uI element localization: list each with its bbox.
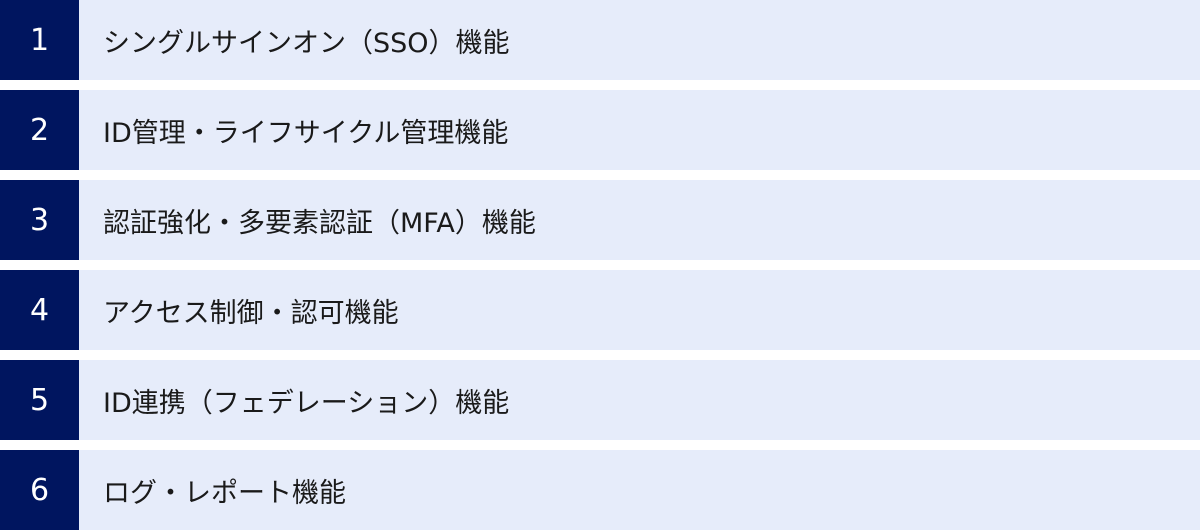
item-label: ID連携（フェデレーション）機能 — [103, 387, 510, 419]
list-item: 3 認証強化・多要素認証（MFA）機能 — [0, 180, 1200, 260]
item-number: 6 — [0, 450, 79, 530]
list-item: 4 アクセス制御・認可機能 — [0, 270, 1200, 350]
item-number: 5 — [0, 360, 79, 440]
item-label: ID管理・ライフサイクル管理機能 — [103, 117, 509, 149]
list-item: 6 ログ・レポート機能 — [0, 450, 1200, 530]
item-number: 2 — [0, 90, 79, 170]
list-item: 1 シングルサインオン（SSO）機能 — [0, 0, 1200, 80]
item-label: アクセス制御・認可機能 — [103, 297, 399, 329]
item-number: 3 — [0, 180, 79, 260]
item-label: シングルサインオン（SSO）機能 — [103, 27, 510, 59]
list-item: 5 ID連携（フェデレーション）機能 — [0, 360, 1200, 440]
list-item: 2 ID管理・ライフサイクル管理機能 — [0, 90, 1200, 170]
item-label: 認証強化・多要素認証（MFA）機能 — [103, 207, 536, 239]
item-number: 4 — [0, 270, 79, 350]
item-label: ログ・レポート機能 — [103, 477, 346, 509]
item-number: 1 — [0, 0, 79, 80]
